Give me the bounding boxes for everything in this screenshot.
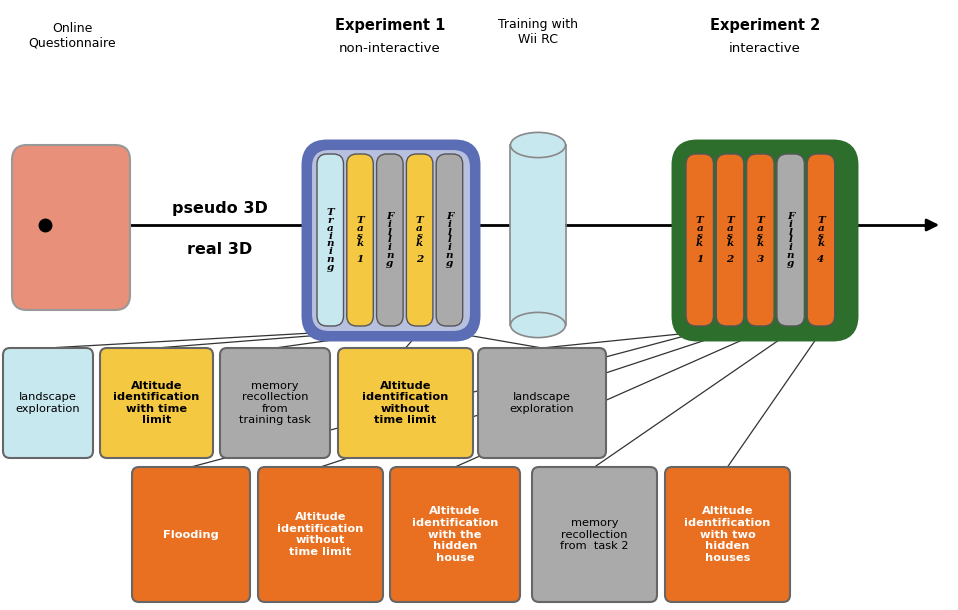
Text: memory
recollection
from
training task: memory recollection from training task bbox=[240, 381, 311, 425]
FancyBboxPatch shape bbox=[478, 348, 606, 458]
Text: Experiment 2: Experiment 2 bbox=[710, 18, 820, 33]
FancyBboxPatch shape bbox=[675, 143, 855, 338]
Text: F
i
l
l
i
n
g: F i l l i n g bbox=[787, 212, 794, 268]
Bar bbox=[511, 145, 565, 325]
FancyBboxPatch shape bbox=[347, 154, 374, 326]
FancyBboxPatch shape bbox=[686, 154, 714, 326]
Text: T
a
s
k
 
1: T a s k 1 bbox=[356, 215, 364, 264]
Text: Altitude
identification
without
time limit: Altitude identification without time lim… bbox=[277, 512, 364, 557]
FancyBboxPatch shape bbox=[338, 348, 473, 458]
FancyBboxPatch shape bbox=[317, 154, 344, 326]
Text: real 3D: real 3D bbox=[188, 243, 253, 257]
Text: T
r
a
i
n
i
n
g: T r a i n i n g bbox=[327, 207, 334, 272]
Text: Altitude
identification
with two
hidden
houses: Altitude identification with two hidden … bbox=[684, 506, 770, 562]
FancyBboxPatch shape bbox=[406, 154, 433, 326]
Text: landscape
exploration: landscape exploration bbox=[510, 392, 574, 414]
Text: T
a
s
k
 
4: T a s k 4 bbox=[817, 215, 825, 264]
Text: F
i
l
l
i
n
g: F i l l i n g bbox=[386, 212, 394, 268]
Text: T
a
s
k
 
3: T a s k 3 bbox=[757, 215, 764, 264]
FancyBboxPatch shape bbox=[532, 467, 657, 602]
FancyBboxPatch shape bbox=[258, 467, 383, 602]
FancyBboxPatch shape bbox=[305, 143, 477, 338]
FancyBboxPatch shape bbox=[220, 348, 330, 458]
Text: T
a
s
k
 
2: T a s k 2 bbox=[726, 215, 734, 264]
FancyBboxPatch shape bbox=[777, 154, 805, 326]
FancyBboxPatch shape bbox=[3, 348, 93, 458]
FancyBboxPatch shape bbox=[12, 145, 130, 310]
Text: interactive: interactive bbox=[729, 42, 801, 55]
Text: T
a
s
k
 
2: T a s k 2 bbox=[416, 215, 423, 264]
FancyBboxPatch shape bbox=[436, 154, 463, 326]
FancyBboxPatch shape bbox=[681, 149, 849, 332]
Text: non-interactive: non-interactive bbox=[339, 42, 441, 55]
Text: Experiment 1: Experiment 1 bbox=[334, 18, 445, 33]
Ellipse shape bbox=[511, 132, 565, 157]
FancyBboxPatch shape bbox=[100, 348, 213, 458]
Text: landscape
exploration: landscape exploration bbox=[15, 392, 80, 414]
Text: Altitude
identification
without
time limit: Altitude identification without time lim… bbox=[362, 381, 448, 425]
Text: Altitude
identification
with time
limit: Altitude identification with time limit bbox=[113, 381, 199, 425]
Text: Online
Questionnaire: Online Questionnaire bbox=[28, 22, 116, 50]
FancyBboxPatch shape bbox=[665, 467, 790, 602]
FancyBboxPatch shape bbox=[808, 154, 834, 326]
FancyBboxPatch shape bbox=[132, 467, 250, 602]
Text: Training with
Wii RC: Training with Wii RC bbox=[498, 18, 578, 46]
FancyBboxPatch shape bbox=[390, 467, 520, 602]
FancyBboxPatch shape bbox=[311, 149, 471, 332]
FancyBboxPatch shape bbox=[746, 154, 774, 326]
FancyBboxPatch shape bbox=[717, 154, 743, 326]
Text: memory
recollection
from  task 2: memory recollection from task 2 bbox=[560, 518, 628, 551]
Text: Altitude
identification
with the
hidden
house: Altitude identification with the hidden … bbox=[412, 506, 498, 562]
FancyBboxPatch shape bbox=[376, 154, 403, 326]
Text: T
a
s
k
 
1: T a s k 1 bbox=[696, 215, 703, 264]
Text: F
i
l
l
i
n
g: F i l l i n g bbox=[445, 212, 453, 268]
Text: Flooding: Flooding bbox=[163, 529, 218, 539]
Text: pseudo 3D: pseudo 3D bbox=[172, 201, 268, 215]
Ellipse shape bbox=[511, 312, 565, 337]
